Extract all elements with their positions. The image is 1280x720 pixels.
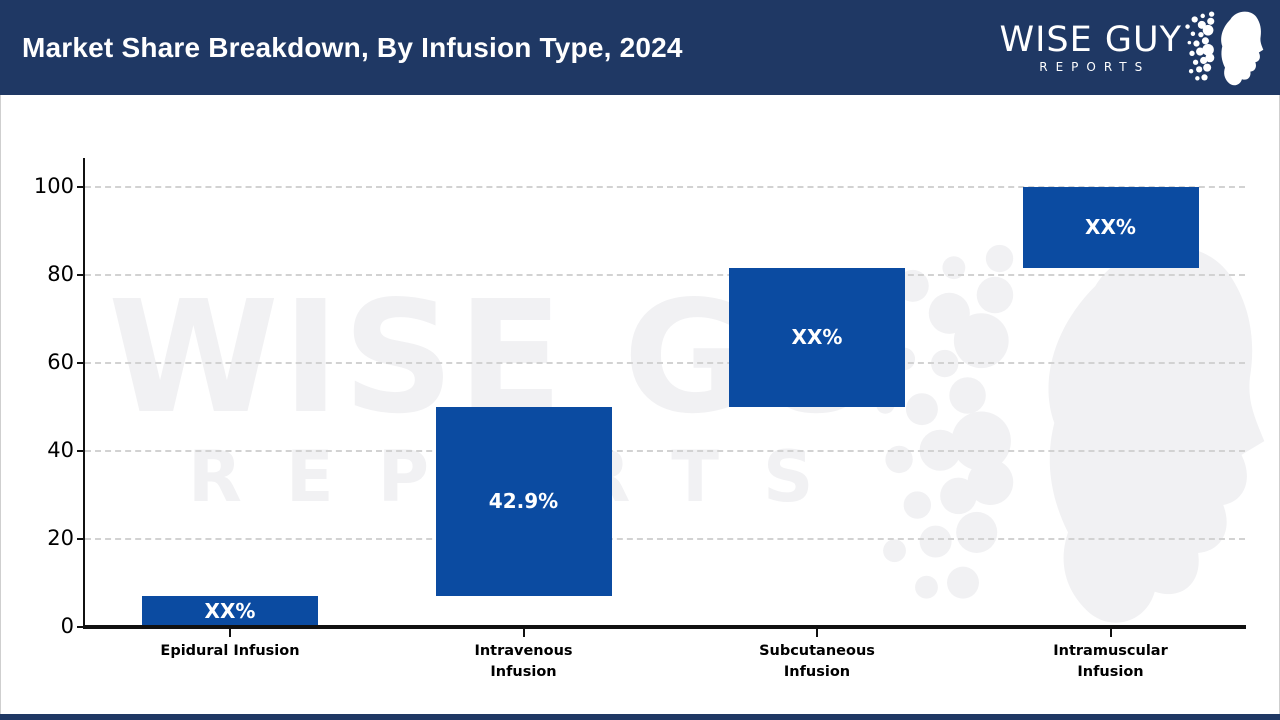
x-axis-label: Intramuscular Infusion (1053, 643, 1168, 680)
chart-title: Market Share Breakdown, By Infusion Type… (22, 31, 683, 63)
bar-intramuscular-infusion: XX% (1022, 187, 1199, 268)
bar-value-label: XX% (791, 325, 843, 350)
y-axis-tick-label: 80 (47, 262, 74, 286)
bar-value-label: 42.9% (488, 489, 559, 514)
logo-subtitle: REPORTS (1039, 60, 1151, 74)
y-axis-tick (77, 450, 85, 452)
y-axis-tick (77, 274, 85, 276)
y-gridline (85, 538, 1245, 540)
header-bar: Market Share Breakdown, By Infusion Type… (0, 0, 1280, 95)
y-axis-tick-label: 100 (33, 174, 74, 198)
wiseguy-face-icon (1185, 11, 1264, 86)
x-axis-tick (522, 629, 525, 637)
y-axis-tick (77, 186, 85, 188)
y-axis-tick (77, 538, 85, 540)
y-axis-tick (77, 626, 85, 628)
x-axis-label: Subcutaneous Infusion (759, 643, 875, 680)
y-axis-tick (77, 362, 85, 364)
x-axis-tick (1109, 629, 1112, 637)
y-axis-line (83, 158, 85, 629)
y-gridline (85, 450, 1245, 452)
logo-wordmark: WISE GUY (999, 20, 1182, 60)
bar-epidural-infusion: XX% (142, 595, 318, 627)
y-gridline (85, 362, 1245, 364)
bar-value-label: XX% (204, 599, 256, 624)
y-axis-tick-label: 0 (60, 614, 74, 638)
y-axis-tick-label: 20 (47, 526, 74, 550)
y-axis-tick-label: 40 (47, 438, 74, 462)
bar-value-label: XX% (1085, 215, 1136, 240)
x-axis-tick (229, 629, 231, 637)
x-axis-label: Epidural Infusion (160, 643, 300, 659)
x-axis-line (83, 625, 1246, 629)
wiseguy-logo: WISE GUY REPORTS (999, 4, 1266, 92)
y-gridline (85, 274, 1245, 276)
x-axis-label: Intravenous Infusion (474, 643, 573, 680)
wiseguy-logo-text: WISE GUY REPORTS (999, 22, 1182, 74)
footer-bar (0, 714, 1280, 720)
watermark-head-icon (864, 244, 1265, 623)
x-axis-tick (816, 629, 818, 637)
y-gridline (85, 186, 1245, 188)
bar-intravenous-infusion: 42.9% (435, 407, 612, 596)
y-axis-tick-label: 60 (47, 350, 74, 374)
bar-subcutaneous-infusion: XX% (729, 267, 905, 407)
